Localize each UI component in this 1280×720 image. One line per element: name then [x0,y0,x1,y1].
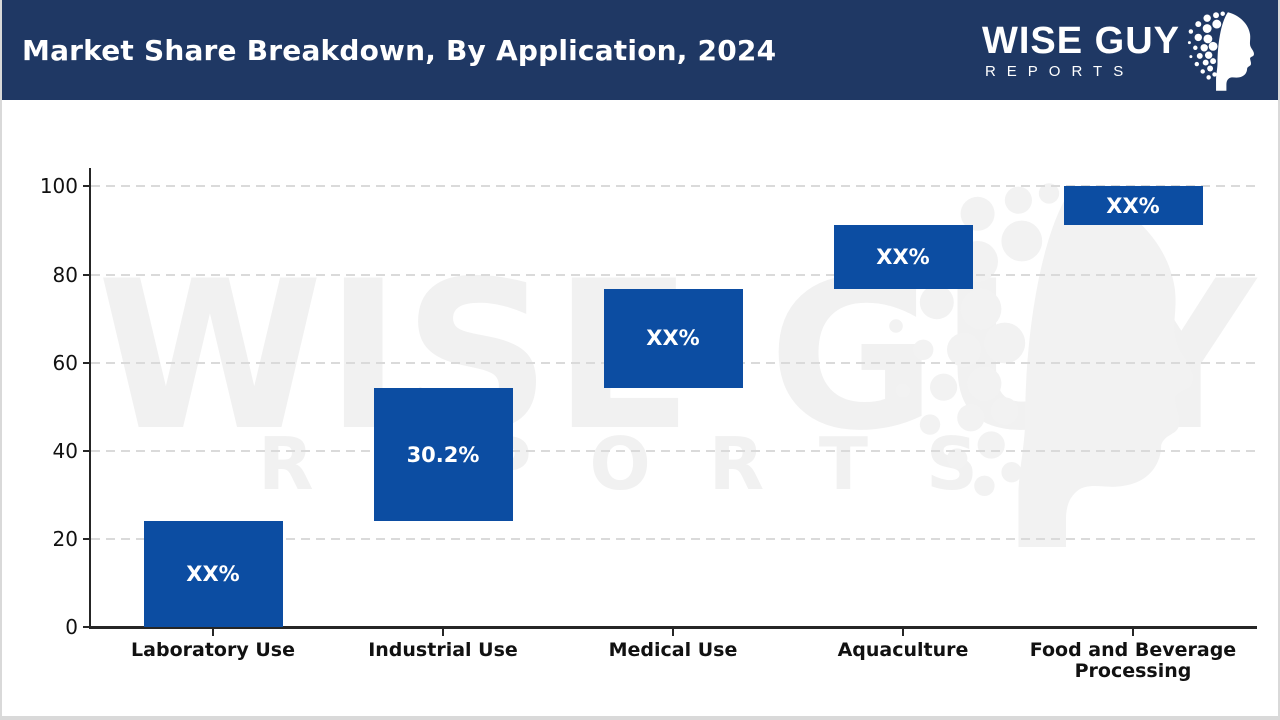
logo-wordmark: WISE GUY [981,19,1180,62]
chart-title: Market Share Breakdown, By Application, … [22,33,777,67]
x-tick-0 [212,628,214,636]
logo-subtext: REPORTS [984,62,1135,80]
bar-value-label: XX% [186,562,240,587]
x-tick-2 [672,628,674,636]
x-category-label: Laboratory Use [131,639,295,661]
y-tick-20 [83,537,91,540]
logo-text: WISE GUY REPORTS [982,22,1180,79]
x-tick-4 [1132,628,1134,636]
y-tick-0 [83,626,91,628]
gridline-80 [91,273,1257,276]
y-tick-label: 80 [52,262,78,287]
x-category-label: Aquaculture [837,639,969,661]
bar-value-label: XX% [876,244,930,269]
y-tick-60 [83,361,91,364]
logo-head-icon [1187,11,1254,91]
bar-laboratory-use: XX% [143,521,283,627]
y-tick-80 [83,273,91,276]
bar-medical-use: XX% [603,288,743,389]
gridline-100 [91,185,1257,188]
wiseguy-logo: WISE GUY REPORTS [982,9,1256,91]
x-tick-3 [902,628,904,636]
y-tick-label: 20 [52,526,78,551]
y-tick-label: 60 [52,350,78,375]
y-tick-40 [83,449,91,452]
gridline-20 [91,537,1257,540]
x-category-label: Food and Beverage Processing [1029,639,1237,682]
x-tick-1 [442,628,444,636]
y-tick-label: 40 [52,438,78,463]
bar-value-label: XX% [646,326,700,351]
bar-food-and-beverage-processing: XX% [1063,186,1203,225]
x-category-label: Industrial Use [368,639,518,661]
y-tick-100 [83,185,91,188]
bar-aquaculture: XX% [833,224,973,289]
bar-value-label: 30.2% [406,442,480,467]
x-category-label: Medical Use [608,639,738,661]
y-tick-label: 100 [39,174,78,199]
header: Market Share Breakdown, By Application, … [2,0,1278,100]
gridline-40 [91,449,1257,452]
bar-value-label: XX% [1106,193,1160,218]
x-axis-line [89,626,1257,629]
y-tick-label: 0 [65,615,78,639]
y-axis-line [89,168,91,629]
bar-industrial-use: 30.2% [373,388,513,522]
